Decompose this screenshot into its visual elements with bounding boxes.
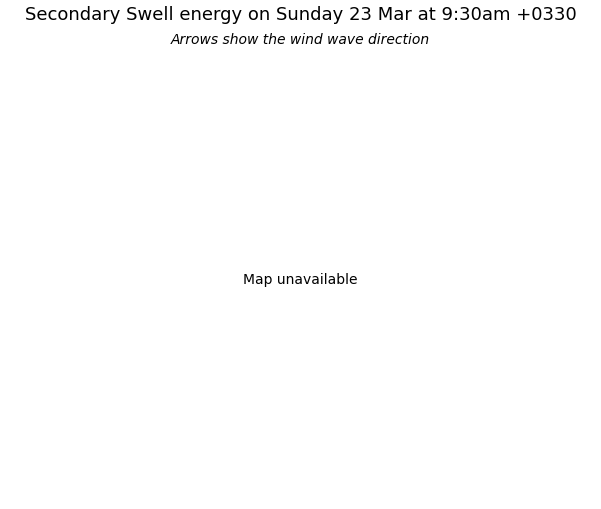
Text: Arrows show the wind wave direction: Arrows show the wind wave direction [171, 33, 430, 47]
Text: Secondary Swell energy on Sunday 23 Mar at 9:30am +0330: Secondary Swell energy on Sunday 23 Mar … [25, 6, 576, 24]
Text: Map unavailable: Map unavailable [243, 272, 358, 287]
